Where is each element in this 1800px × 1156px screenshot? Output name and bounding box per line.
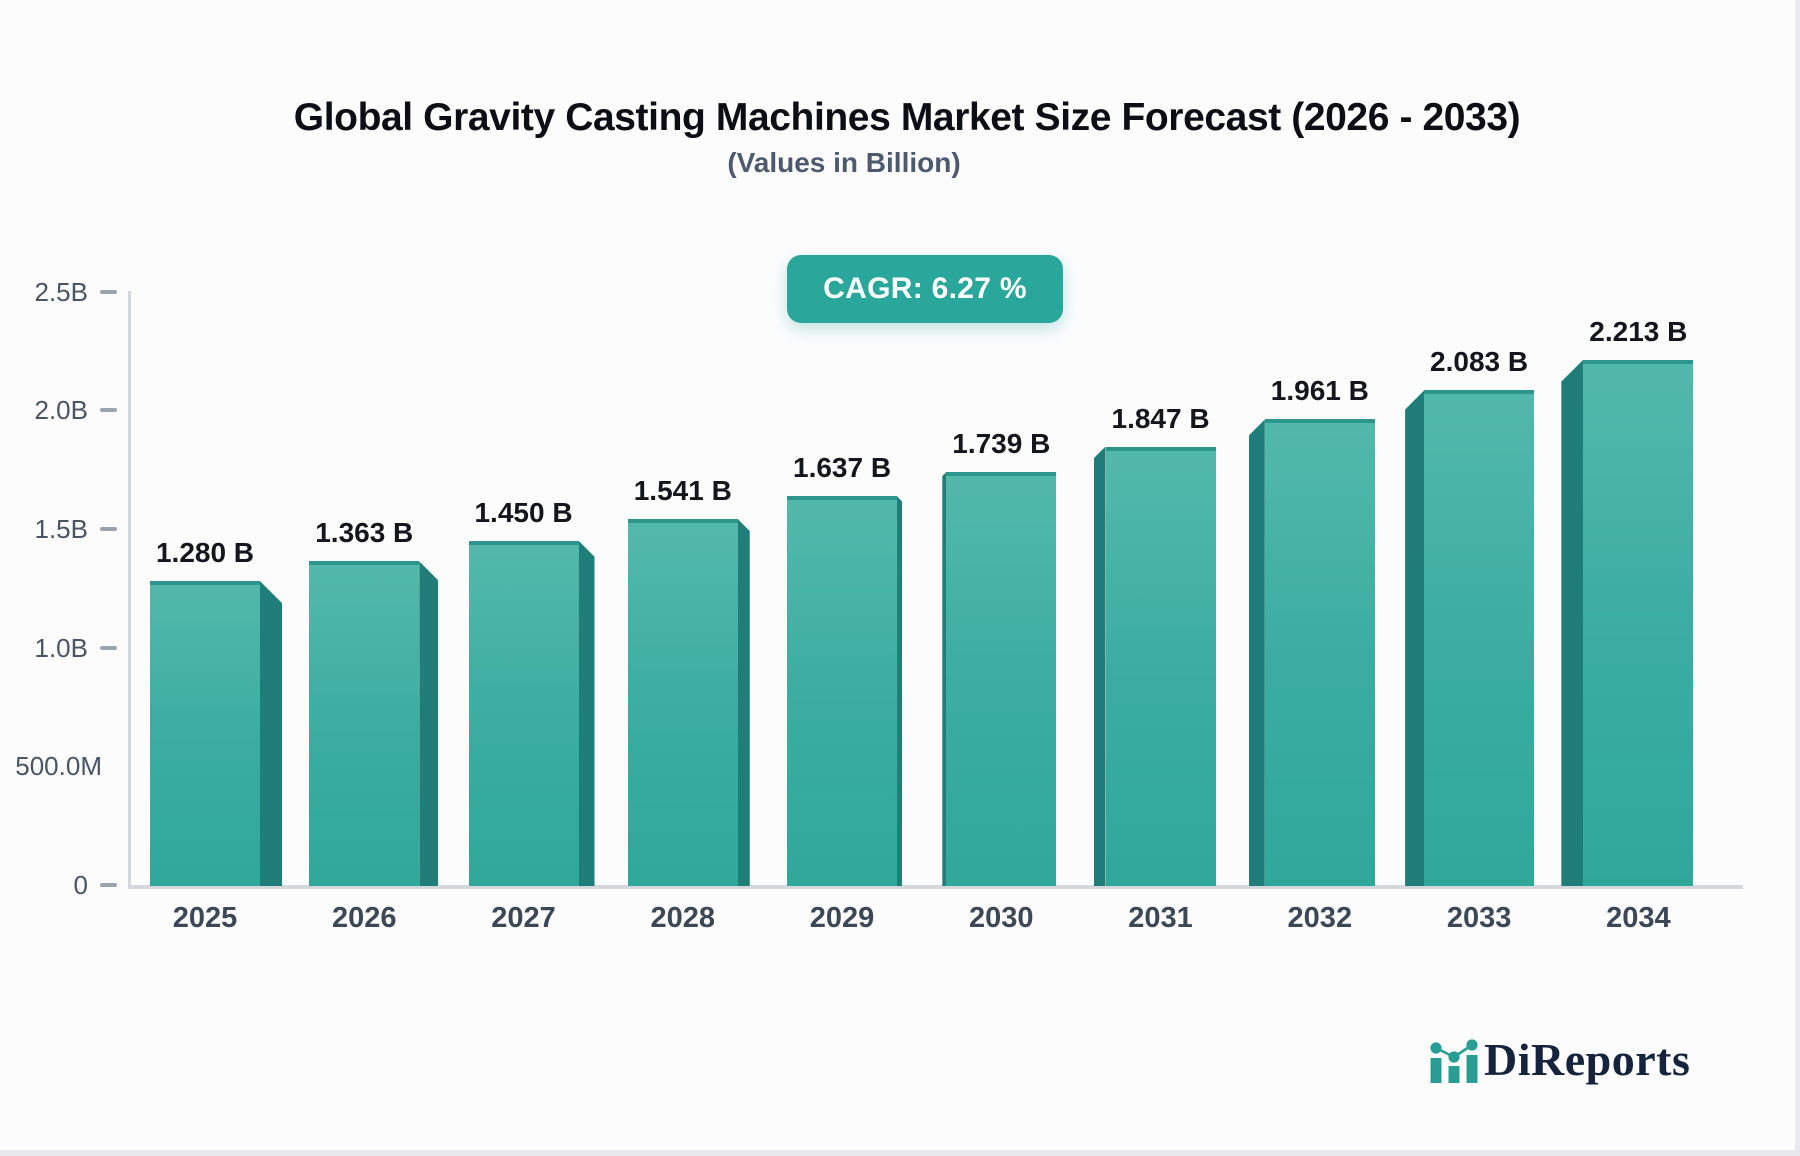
x-axis-year-label: 2032: [1287, 902, 1353, 934]
bar-3d-side: [419, 561, 439, 886]
bar-face: [468, 540, 579, 886]
bar-3d-side: [1561, 359, 1584, 886]
y-tick-label: 1.0B: [34, 632, 89, 663]
brand-logo: DiReports: [1428, 1030, 1690, 1086]
bar-face: [1424, 390, 1535, 886]
bar-face: [150, 581, 260, 886]
bar-value-label: 1.637 B: [792, 452, 892, 484]
bar-face: [787, 496, 898, 886]
bar-face: [1105, 446, 1216, 886]
cagr-badge-label: CAGR: 6.27 %: [823, 272, 1027, 305]
y-tick-mark: [100, 289, 117, 294]
x-axis-line: [128, 885, 1743, 889]
bar-3d-side: [260, 581, 282, 886]
cagr-badge: CAGR: 6.27 %: [787, 255, 1063, 323]
x-axis-year-label: 2034: [1606, 902, 1671, 934]
y-tick-mark: [100, 408, 117, 413]
y-tick-label: 500.0M: [15, 751, 102, 782]
x-axis-year-label: 2026: [331, 902, 397, 934]
y-tick-label: 0: [73, 870, 88, 900]
brand-name: DiReports: [1484, 1034, 1691, 1085]
x-axis-year-label: 2028: [650, 902, 716, 934]
bar-3d-side: [737, 519, 750, 886]
bar-value-label: 1.363 B: [315, 517, 414, 549]
bar-face: [946, 472, 1057, 886]
bar-face: [1264, 419, 1375, 886]
chart-title: Global Gravity Casting Machines Market S…: [293, 96, 1521, 139]
y-tick-label: 2.5B: [34, 276, 89, 307]
chart-subtitle: (Values in Billion): [727, 147, 961, 178]
x-axis-year-label: 2029: [809, 902, 875, 934]
bar-value-label: 1.450 B: [474, 496, 573, 528]
bar-3d-side: [942, 472, 947, 886]
bar-3d-side: [1405, 390, 1425, 886]
y-tick-mark: [100, 883, 117, 887]
bar-value-label: 2.213 B: [1589, 315, 1688, 347]
y-tick-label: 1.5B: [34, 513, 89, 544]
bar-3d-side: [1248, 419, 1265, 886]
y-axis-line: [128, 291, 131, 889]
x-axis-year-label: 2025: [172, 902, 238, 934]
x-axis-year-label: 2031: [1128, 902, 1193, 934]
bar-value-label: 1.961 B: [1270, 375, 1369, 407]
bar-face: [1583, 359, 1694, 886]
right-edge-strip: [1795, 0, 1800, 1156]
bottom-edge-strip: [0, 1150, 1800, 1156]
bar-value-label: 1.847 B: [1111, 402, 1210, 434]
y-tick-label: 2.0B: [34, 395, 89, 426]
y-tick-mark: [100, 645, 117, 650]
bar-3d-side: [578, 540, 595, 886]
y-tick-mark: [100, 526, 117, 531]
bar-value-label: 1.541 B: [633, 475, 732, 507]
x-axis-year-label: 2030: [969, 902, 1034, 934]
bar-value-label: 1.739 B: [952, 428, 1051, 460]
bar-chart-logo-icon: [1430, 1039, 1478, 1083]
bar-3d-side: [1093, 446, 1106, 886]
bar-value-label: 2.083 B: [1430, 346, 1529, 378]
bar-3d-side: [897, 496, 903, 886]
bar-face: [309, 561, 420, 886]
x-axis-year-label: 2027: [491, 902, 556, 934]
bar-face: [627, 519, 738, 886]
x-axis-year-label: 2033: [1446, 902, 1512, 934]
bar-value-label: 1.280 B: [155, 537, 255, 569]
